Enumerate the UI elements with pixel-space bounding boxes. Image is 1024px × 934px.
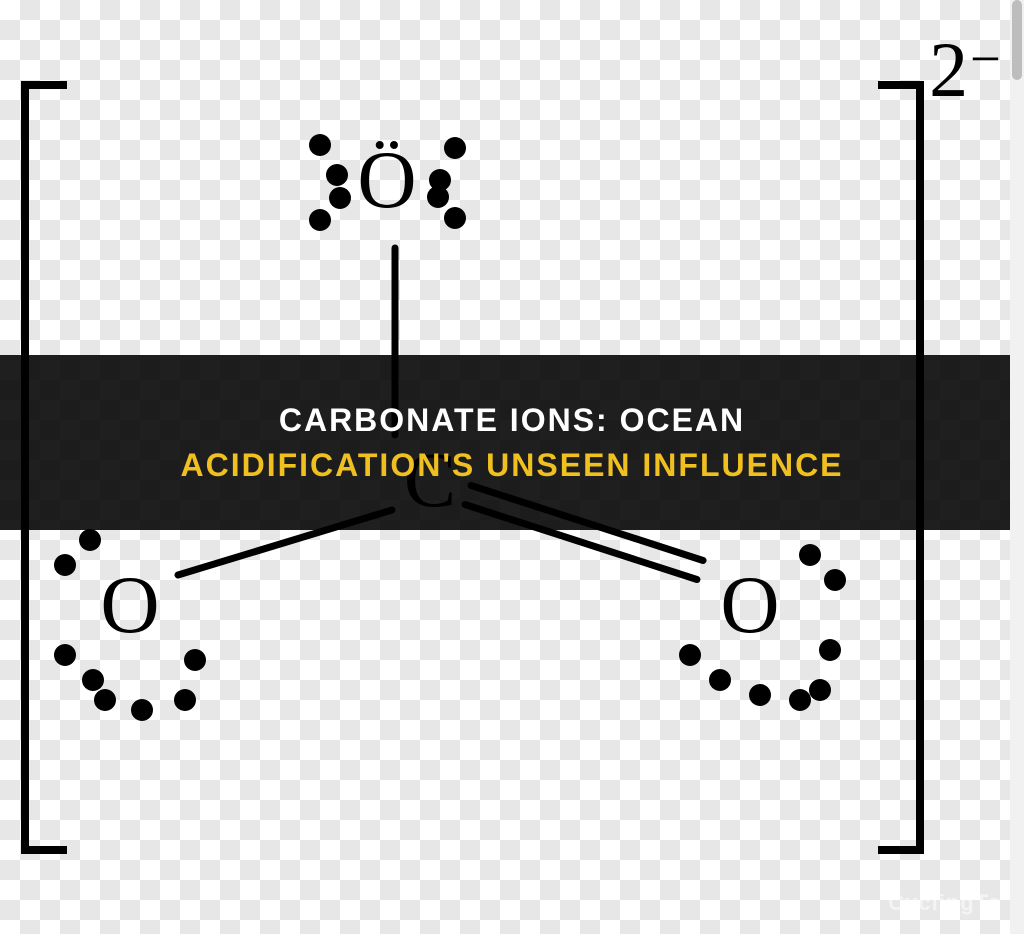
title-overlay-band: CARBONATE IONS: OCEAN ACIDIFICATION'S UN…: [0, 355, 1024, 530]
charge-sign: −: [968, 28, 1001, 89]
charge-number: 2: [929, 26, 968, 113]
title-overlay-text: CARBONATE IONS: OCEAN ACIDIFICATION'S UN…: [180, 398, 843, 488]
scrollbar-thumb[interactable]: [1012, 0, 1022, 80]
vertical-scrollbar[interactable]: [1010, 0, 1024, 934]
atom-oxygen-left: O: [100, 564, 159, 646]
atom-oxygen-right: O: [720, 564, 779, 646]
ion-charge-label: 2−: [929, 31, 1001, 109]
title-line-1: CARBONATE IONS: OCEAN: [180, 398, 843, 443]
atom-oxygen-top: Ö: [357, 139, 416, 221]
watermark-text: CyclingTo: [888, 890, 1002, 916]
title-line-2: ACIDIFICATION'S UNSEEN INFLUENCE: [180, 443, 843, 488]
